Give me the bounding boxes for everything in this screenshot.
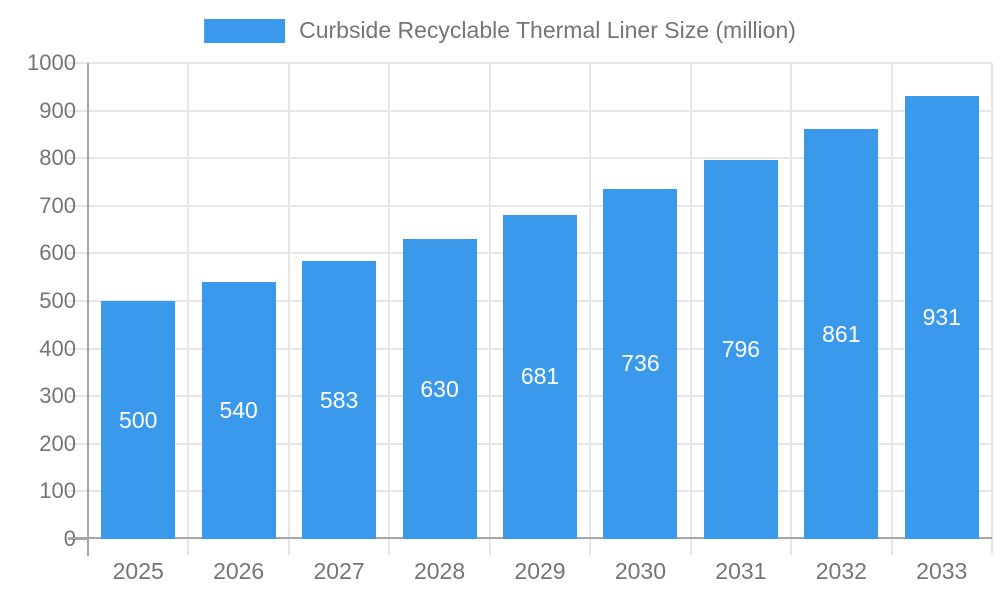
y-tick-label: 200 (39, 430, 76, 456)
bar[interactable]: 500 (101, 301, 176, 539)
x-gridline (790, 63, 793, 539)
y-tick-label: 800 (39, 145, 76, 171)
bar[interactable]: 681 (503, 214, 577, 539)
x-axis-tick (488, 539, 491, 555)
x-gridline (991, 63, 993, 539)
y-tick-label: 500 (39, 288, 76, 313)
y-axis-tick (68, 62, 88, 64)
x-axis-tick (890, 539, 893, 555)
x-tick-label: 2031 (715, 558, 767, 584)
bar-value-label: 931 (922, 303, 961, 330)
legend-label: Curbside Recyclable Thermal Liner Size (… (299, 17, 796, 43)
x-gridline (187, 63, 190, 539)
bar[interactable]: 861 (804, 129, 879, 539)
y-gridline (88, 157, 992, 160)
y-axis-tick (68, 490, 88, 493)
x-axis-tick (287, 539, 290, 555)
x-tick-label: 2025 (112, 558, 164, 584)
x-gridline (388, 63, 391, 539)
y-tick-label: 700 (39, 192, 76, 218)
y-axis-tick (68, 157, 88, 160)
x-gridline (689, 63, 692, 539)
x-gridline (488, 63, 491, 539)
y-tick-label: 1000 (27, 50, 76, 75)
x-axis-tick (589, 539, 592, 555)
y-gridline (88, 62, 992, 64)
bar-value-label: 500 (119, 406, 158, 433)
plot-area: 0100200300400500600700800900100020252026… (27, 51, 993, 584)
y-tick-label: 300 (39, 383, 76, 409)
y-axis-tick (68, 300, 88, 302)
x-tick-label: 2026 (213, 558, 265, 584)
y-axis-tick (68, 347, 88, 350)
y-tick-label: 0 (0, 527, 76, 551)
y-tick-label: 600 (39, 240, 76, 266)
bar-value-label: 681 (520, 363, 560, 390)
bar-value-label: 736 (621, 350, 660, 377)
x-tick-label: 2030 (614, 558, 667, 584)
bar[interactable]: 630 (402, 239, 477, 539)
bar-value-label: 540 (219, 396, 258, 423)
y-axis-tick (68, 442, 88, 445)
y-axis-line (87, 63, 89, 556)
y-tick-label: 100 (39, 478, 76, 504)
x-gridline (890, 63, 893, 539)
x-axis-tick (991, 539, 993, 555)
y-tick-label: 900 (39, 97, 76, 123)
x-tick-label: 2032 (815, 558, 867, 584)
x-axis-tick (187, 539, 190, 555)
bar-value-label: 583 (319, 386, 359, 413)
bar[interactable]: 583 (302, 261, 377, 539)
bar[interactable]: 796 (703, 160, 778, 539)
x-axis-tick (790, 539, 793, 555)
y-gridline (88, 204, 992, 207)
bar-value-label: 796 (721, 336, 761, 363)
bar[interactable]: 540 (201, 281, 276, 539)
y-axis-tick (68, 538, 88, 540)
bar-value-label: 630 (420, 375, 459, 402)
x-tick-label: 2027 (313, 558, 365, 584)
x-tick-label: 2028 (413, 558, 466, 584)
x-gridline (589, 63, 592, 539)
y-axis-tick (68, 252, 88, 255)
bar[interactable]: 931 (904, 95, 979, 539)
x-axis-tick (388, 539, 391, 555)
chart-legend[interactable]: Curbside Recyclable Thermal Liner Size (… (204, 17, 796, 44)
legend-swatch-icon (204, 18, 286, 43)
x-tick-label: 2029 (514, 558, 566, 584)
x-axis-tick (689, 539, 692, 555)
y-axis-tick (68, 109, 88, 112)
bar-value-label: 861 (822, 320, 861, 347)
y-gridline (88, 109, 992, 112)
bar[interactable]: 736 (603, 188, 678, 539)
x-tick-label: 2033 (916, 558, 968, 584)
y-axis-tick (68, 204, 88, 207)
y-axis-tick (68, 395, 88, 398)
x-gridline (287, 63, 290, 539)
y-tick-label: 400 (39, 335, 76, 361)
